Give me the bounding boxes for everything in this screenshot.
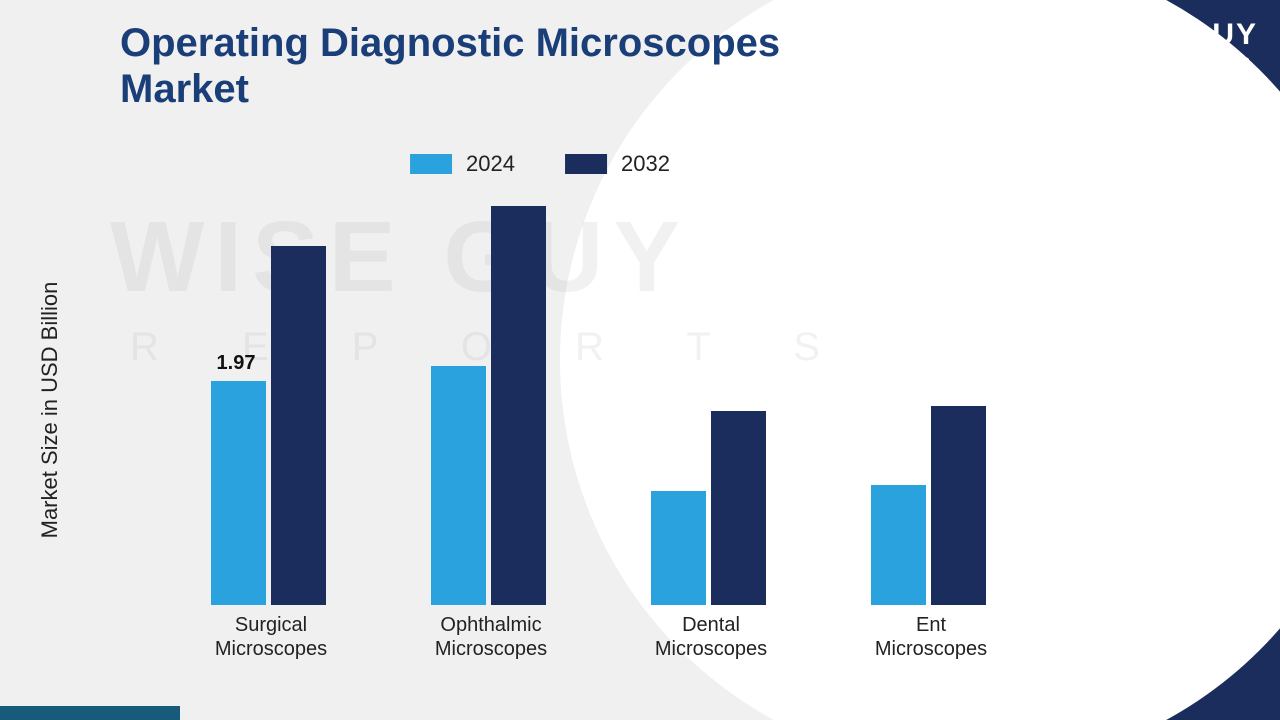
bar-series-a (651, 491, 706, 605)
category-label: SurgicalMicroscopes (171, 613, 371, 661)
plot-region: 1.97SurgicalMicroscopesOphthalmicMicrosc… (120, 195, 1020, 605)
y-axis-label: Market Size in USD Billion (37, 282, 63, 539)
legend-swatch-icon (410, 154, 452, 174)
legend-item-2032: 2032 (565, 151, 670, 177)
legend-item-2024: 2024 (410, 151, 515, 177)
brand-logo: WISE GUY R E P O R T S (1064, 18, 1258, 70)
page-root: WISE GUY R E P O R T S WISE GUY R E P O … (0, 0, 1280, 720)
bar-series-b (931, 406, 986, 605)
category-label: DentalMicroscopes (611, 613, 811, 661)
brand-line2: R E P O R T S (1064, 54, 1258, 70)
chart-area: Market Size in USD Billion 2024 2032 1.9… (60, 165, 1020, 655)
bottom-accent-bar (0, 706, 180, 720)
bar-series-b (491, 206, 546, 605)
legend-label: 2024 (466, 151, 515, 177)
category-label: OphthalmicMicroscopes (391, 613, 591, 661)
bar-series-a (871, 485, 926, 605)
brand-line1: WISE GUY (1064, 18, 1258, 52)
bar-series-b (711, 411, 766, 605)
category-label: EntMicroscopes (831, 613, 1031, 661)
legend-label: 2032 (621, 151, 670, 177)
legend: 2024 2032 (410, 151, 670, 177)
bar-series-a (431, 366, 486, 605)
chart-title: Operating Diagnostic Microscopes Market (120, 20, 840, 112)
bar-value-label: 1.97 (201, 352, 271, 375)
bar-series-b (271, 246, 326, 605)
bar-series-a (211, 381, 266, 605)
legend-swatch-icon (565, 154, 607, 174)
